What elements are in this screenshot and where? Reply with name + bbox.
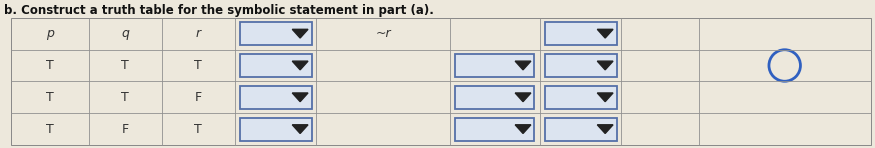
Text: p: p — [46, 27, 54, 40]
Text: b. Construct a truth table for the symbolic statement in part (a).: b. Construct a truth table for the symbo… — [4, 4, 434, 17]
FancyBboxPatch shape — [455, 54, 535, 77]
FancyBboxPatch shape — [240, 22, 312, 45]
Text: T: T — [46, 59, 54, 72]
FancyBboxPatch shape — [455, 118, 535, 141]
FancyBboxPatch shape — [455, 86, 535, 109]
Polygon shape — [515, 93, 531, 102]
Text: T: T — [46, 91, 54, 104]
FancyBboxPatch shape — [545, 118, 617, 141]
FancyBboxPatch shape — [545, 86, 617, 109]
Polygon shape — [515, 61, 531, 70]
Polygon shape — [598, 61, 613, 70]
Polygon shape — [515, 125, 531, 133]
Text: F: F — [122, 123, 129, 136]
Polygon shape — [598, 93, 613, 102]
FancyBboxPatch shape — [240, 118, 312, 141]
Text: r: r — [196, 27, 201, 40]
Text: T: T — [194, 123, 202, 136]
Polygon shape — [292, 125, 308, 133]
Text: T: T — [46, 123, 54, 136]
Text: q: q — [122, 27, 130, 40]
Bar — [11, 18, 871, 145]
Polygon shape — [292, 93, 308, 102]
Text: T: T — [122, 59, 130, 72]
Text: T: T — [122, 91, 130, 104]
Polygon shape — [292, 29, 308, 38]
FancyBboxPatch shape — [545, 22, 617, 45]
Polygon shape — [598, 29, 613, 38]
Polygon shape — [598, 125, 613, 133]
Text: ~r: ~r — [375, 27, 391, 40]
Text: F: F — [195, 91, 202, 104]
FancyBboxPatch shape — [240, 86, 312, 109]
Text: T: T — [194, 59, 202, 72]
FancyBboxPatch shape — [545, 54, 617, 77]
Polygon shape — [292, 61, 308, 70]
FancyBboxPatch shape — [240, 54, 312, 77]
